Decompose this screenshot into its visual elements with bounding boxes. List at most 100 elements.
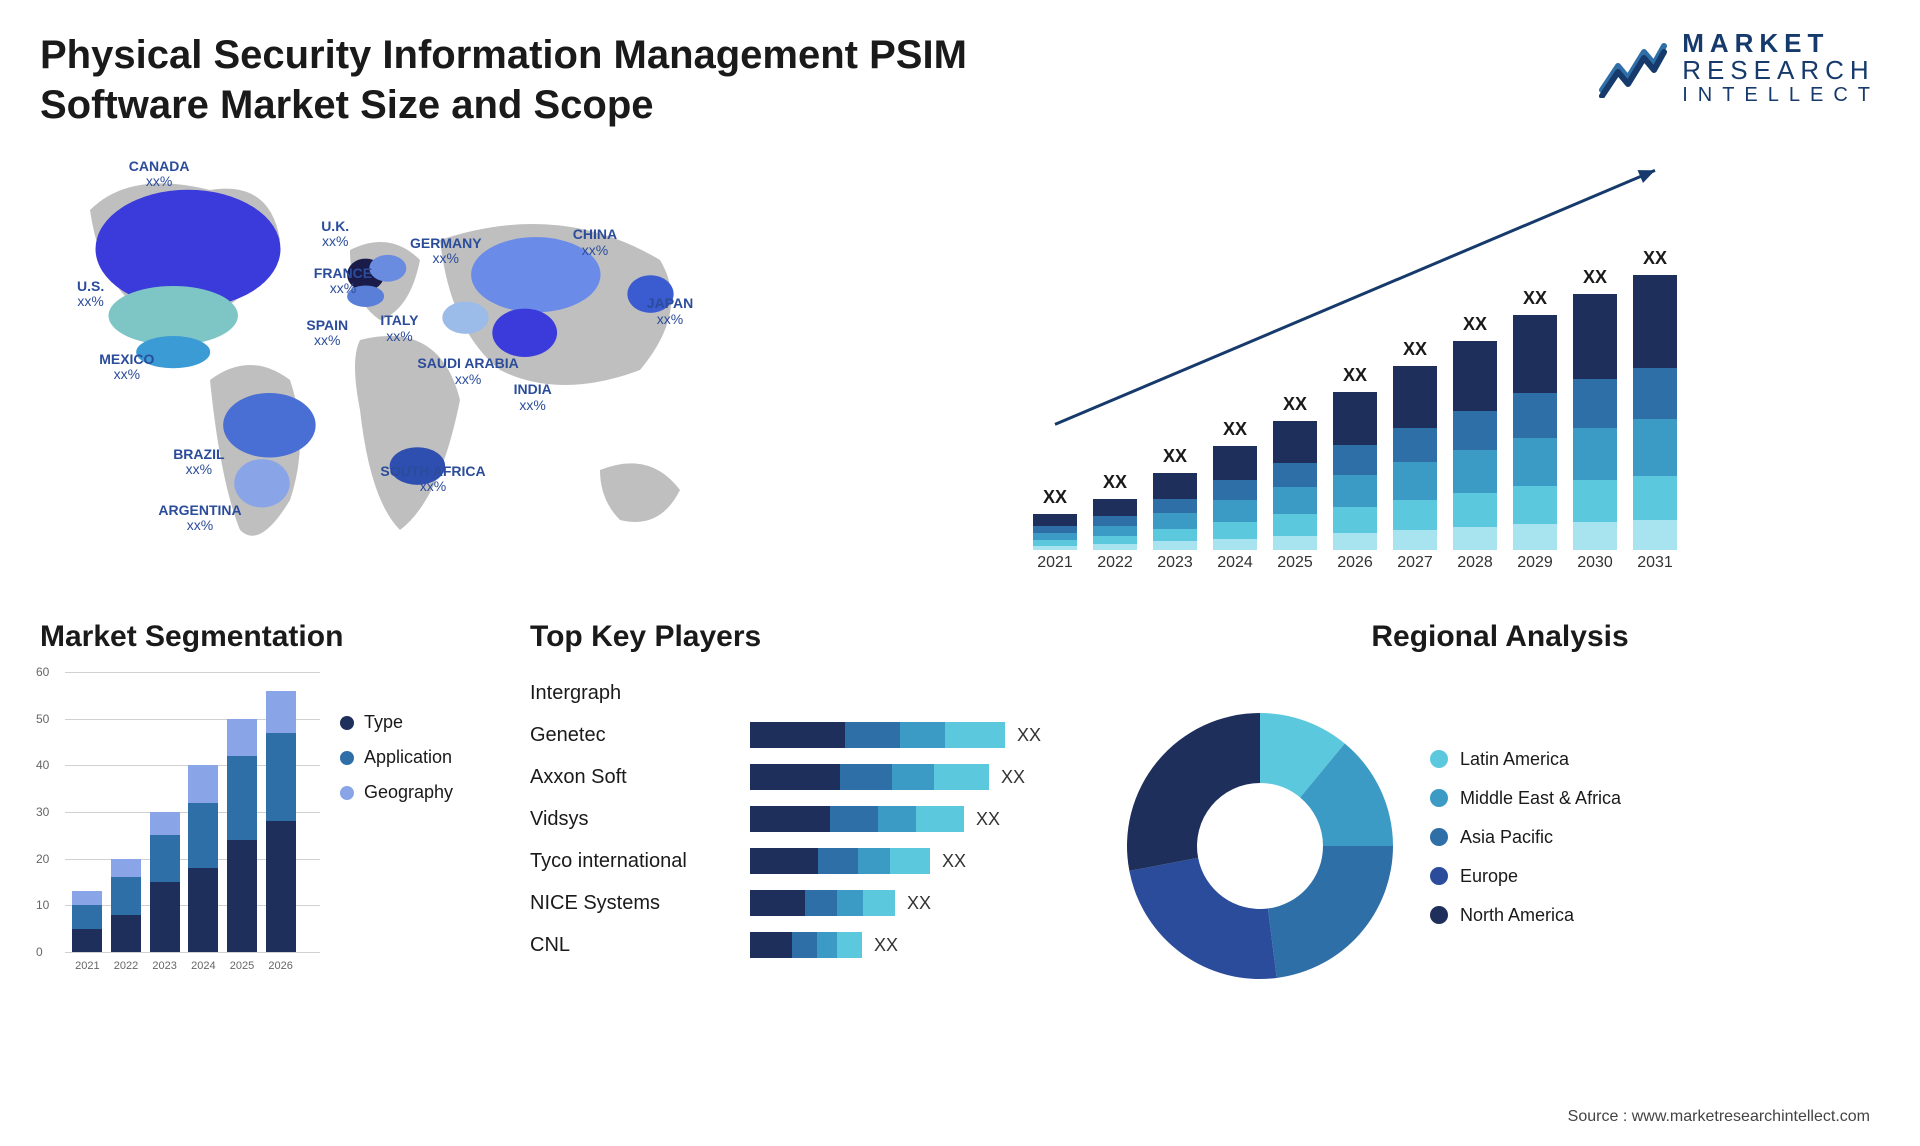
key-bar-segment: [750, 890, 805, 916]
seg-bar-segment: [227, 719, 257, 756]
regional-legend-item: Asia Pacific: [1430, 827, 1880, 848]
growth-arrow: [1025, 130, 1685, 560]
logo: MARKET RESEARCH INTELLECT: [1598, 30, 1880, 106]
key-player-name: Axxon Soft: [530, 756, 730, 798]
key-bar-segment: [837, 890, 863, 916]
regional-legend-item: Middle East & Africa: [1430, 788, 1880, 809]
seg-bar-segment: [188, 765, 218, 802]
key-bar-segment: [900, 722, 945, 748]
seg-legend-label: Application: [364, 747, 452, 768]
key-value-label: XX: [976, 809, 1000, 830]
map-label: ITALYxx%: [380, 313, 418, 344]
key-player-row: XX: [750, 714, 1090, 756]
legend-dot-icon: [1430, 828, 1448, 846]
key-bar-segment: [805, 890, 837, 916]
map-label: CANADAxx%: [129, 159, 190, 190]
seg-year-label: 2024: [191, 960, 215, 972]
legend-dot-icon: [340, 751, 354, 765]
seg-bar-segment: [72, 905, 102, 928]
page-title: Physical Security Information Management…: [40, 30, 1140, 130]
key-value-label: XX: [907, 893, 931, 914]
seg-ytick: 0: [36, 945, 43, 959]
key-bar-segment: [792, 932, 817, 958]
map-label: SAUDI ARABIAxx%: [417, 356, 518, 387]
seg-bar-segment: [227, 840, 257, 952]
seg-legend-item: Application: [340, 747, 500, 768]
segmentation-chart: 0102030405060202120222023202420252026: [40, 672, 320, 982]
seg-bar-segment: [188, 803, 218, 868]
segmentation-legend: Type Application Geography: [340, 672, 500, 1020]
seg-legend-item: Type: [340, 712, 500, 733]
key-value-label: XX: [1001, 767, 1025, 788]
map-label: ARGENTINAxx%: [158, 503, 241, 534]
legend-dot-icon: [1430, 867, 1448, 885]
key-bar-segment: [892, 764, 934, 790]
key-player-name: NICE Systems: [530, 882, 730, 924]
seg-bar-segment: [111, 915, 141, 952]
key-player-bar: [750, 806, 964, 832]
map-label: GERMANYxx%: [410, 236, 482, 267]
key-player-name: Vidsys: [530, 798, 730, 840]
key-player-name: Genetec: [530, 714, 730, 756]
key-bar-segment: [830, 806, 878, 832]
regional-legend-label: Asia Pacific: [1460, 827, 1553, 848]
key-bar-segment: [878, 806, 916, 832]
map-label: FRANCExx%: [314, 266, 372, 297]
legend-dot-icon: [1430, 750, 1448, 768]
regional-legend-item: Latin America: [1430, 749, 1880, 770]
segmentation-section: Market Segmentation 01020304050602021202…: [40, 620, 500, 1020]
seg-bar-segment: [72, 891, 102, 905]
seg-bar-segment: [188, 868, 218, 952]
map-label: INDIAxx%: [514, 382, 552, 413]
legend-dot-icon: [340, 786, 354, 800]
key-player-bar: [750, 848, 930, 874]
regional-legend: Latin America Middle East & Africa Asia Pa…: [1430, 749, 1880, 944]
seg-bar-segment: [150, 882, 180, 952]
key-bar-segment: [840, 764, 892, 790]
seg-year-label: 2022: [114, 960, 138, 972]
donut-slice: [1129, 858, 1276, 979]
seg-legend-label: Type: [364, 712, 403, 733]
seg-year-label: 2023: [152, 960, 176, 972]
key-player-row: XX: [750, 924, 1090, 966]
key-player-row: XX: [750, 882, 1090, 924]
key-players-title: Top Key Players: [530, 620, 1090, 654]
legend-dot-icon: [1430, 789, 1448, 807]
key-bar-segment: [863, 890, 895, 916]
growth-chart: XX2021XX2022XX2023XX2024XX2025XX2026XX20…: [830, 150, 1880, 580]
donut-svg: [1120, 706, 1400, 986]
map-label: MEXICOxx%: [99, 352, 154, 383]
bottom-row: Market Segmentation 01020304050602021202…: [40, 620, 1880, 1020]
donut-slice: [1127, 713, 1260, 871]
key-value-label: XX: [1017, 725, 1041, 746]
key-value-label: XX: [874, 935, 898, 956]
key-bar-segment: [817, 932, 837, 958]
key-bar-segment: [818, 848, 858, 874]
seg-bar-segment: [227, 756, 257, 840]
key-player-bar: [750, 764, 989, 790]
key-players-bars: XXXXXXXXXXXX: [750, 672, 1090, 966]
key-bar-segment: [750, 848, 818, 874]
map-label: SOUTH AFRICAxx%: [380, 464, 485, 495]
map-label: U.K.xx%: [321, 219, 349, 250]
key-player-bar: [750, 890, 895, 916]
key-player-bar: [750, 722, 1005, 748]
seg-bar-segment: [266, 691, 296, 733]
key-player-bar: [750, 932, 862, 958]
map-label: BRAZILxx%: [173, 447, 224, 478]
key-bar-segment: [916, 806, 964, 832]
key-bar-segment: [750, 806, 830, 832]
regional-legend-item: North America: [1430, 905, 1880, 926]
world-map: CANADAxx%U.S.xx%MEXICOxx%BRAZILxx%ARGENT…: [40, 150, 780, 580]
regional-title: Regional Analysis: [1120, 620, 1880, 654]
seg-ytick: 20: [36, 852, 49, 866]
regional-donut: [1120, 706, 1400, 986]
seg-bar-segment: [111, 877, 141, 914]
key-player-name: CNL: [530, 924, 730, 966]
seg-legend-label: Geography: [364, 782, 453, 803]
legend-dot-icon: [1430, 906, 1448, 924]
key-bar-segment: [845, 722, 900, 748]
map-label: JAPANxx%: [647, 296, 693, 327]
seg-bar-segment: [266, 821, 296, 952]
key-players-section: Top Key Players IntergraphGenetecAxxon S…: [530, 620, 1090, 1020]
